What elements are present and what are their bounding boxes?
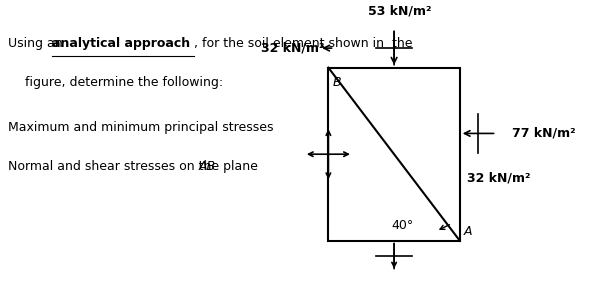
Text: , for the soil element shown in  the: , for the soil element shown in the xyxy=(194,37,413,50)
Text: Maximum and minimum principal stresses: Maximum and minimum principal stresses xyxy=(7,121,273,134)
Text: Using an: Using an xyxy=(7,37,66,50)
Bar xyxy=(328,68,460,241)
Text: B: B xyxy=(333,76,341,89)
Text: 32 kN/m²: 32 kN/m² xyxy=(261,42,325,55)
Text: analytical approach: analytical approach xyxy=(52,37,190,50)
Text: 32 kN/m²: 32 kN/m² xyxy=(467,172,530,185)
Text: figure, determine the following:: figure, determine the following: xyxy=(25,76,223,89)
Text: 77 kN/m²: 77 kN/m² xyxy=(511,127,575,140)
Text: AB: AB xyxy=(198,160,216,173)
Text: 40°: 40° xyxy=(392,219,414,232)
Text: A: A xyxy=(464,225,473,238)
Text: 53 kN/m²: 53 kN/m² xyxy=(368,5,432,17)
Text: Normal and shear stresses on the plane: Normal and shear stresses on the plane xyxy=(7,160,262,173)
